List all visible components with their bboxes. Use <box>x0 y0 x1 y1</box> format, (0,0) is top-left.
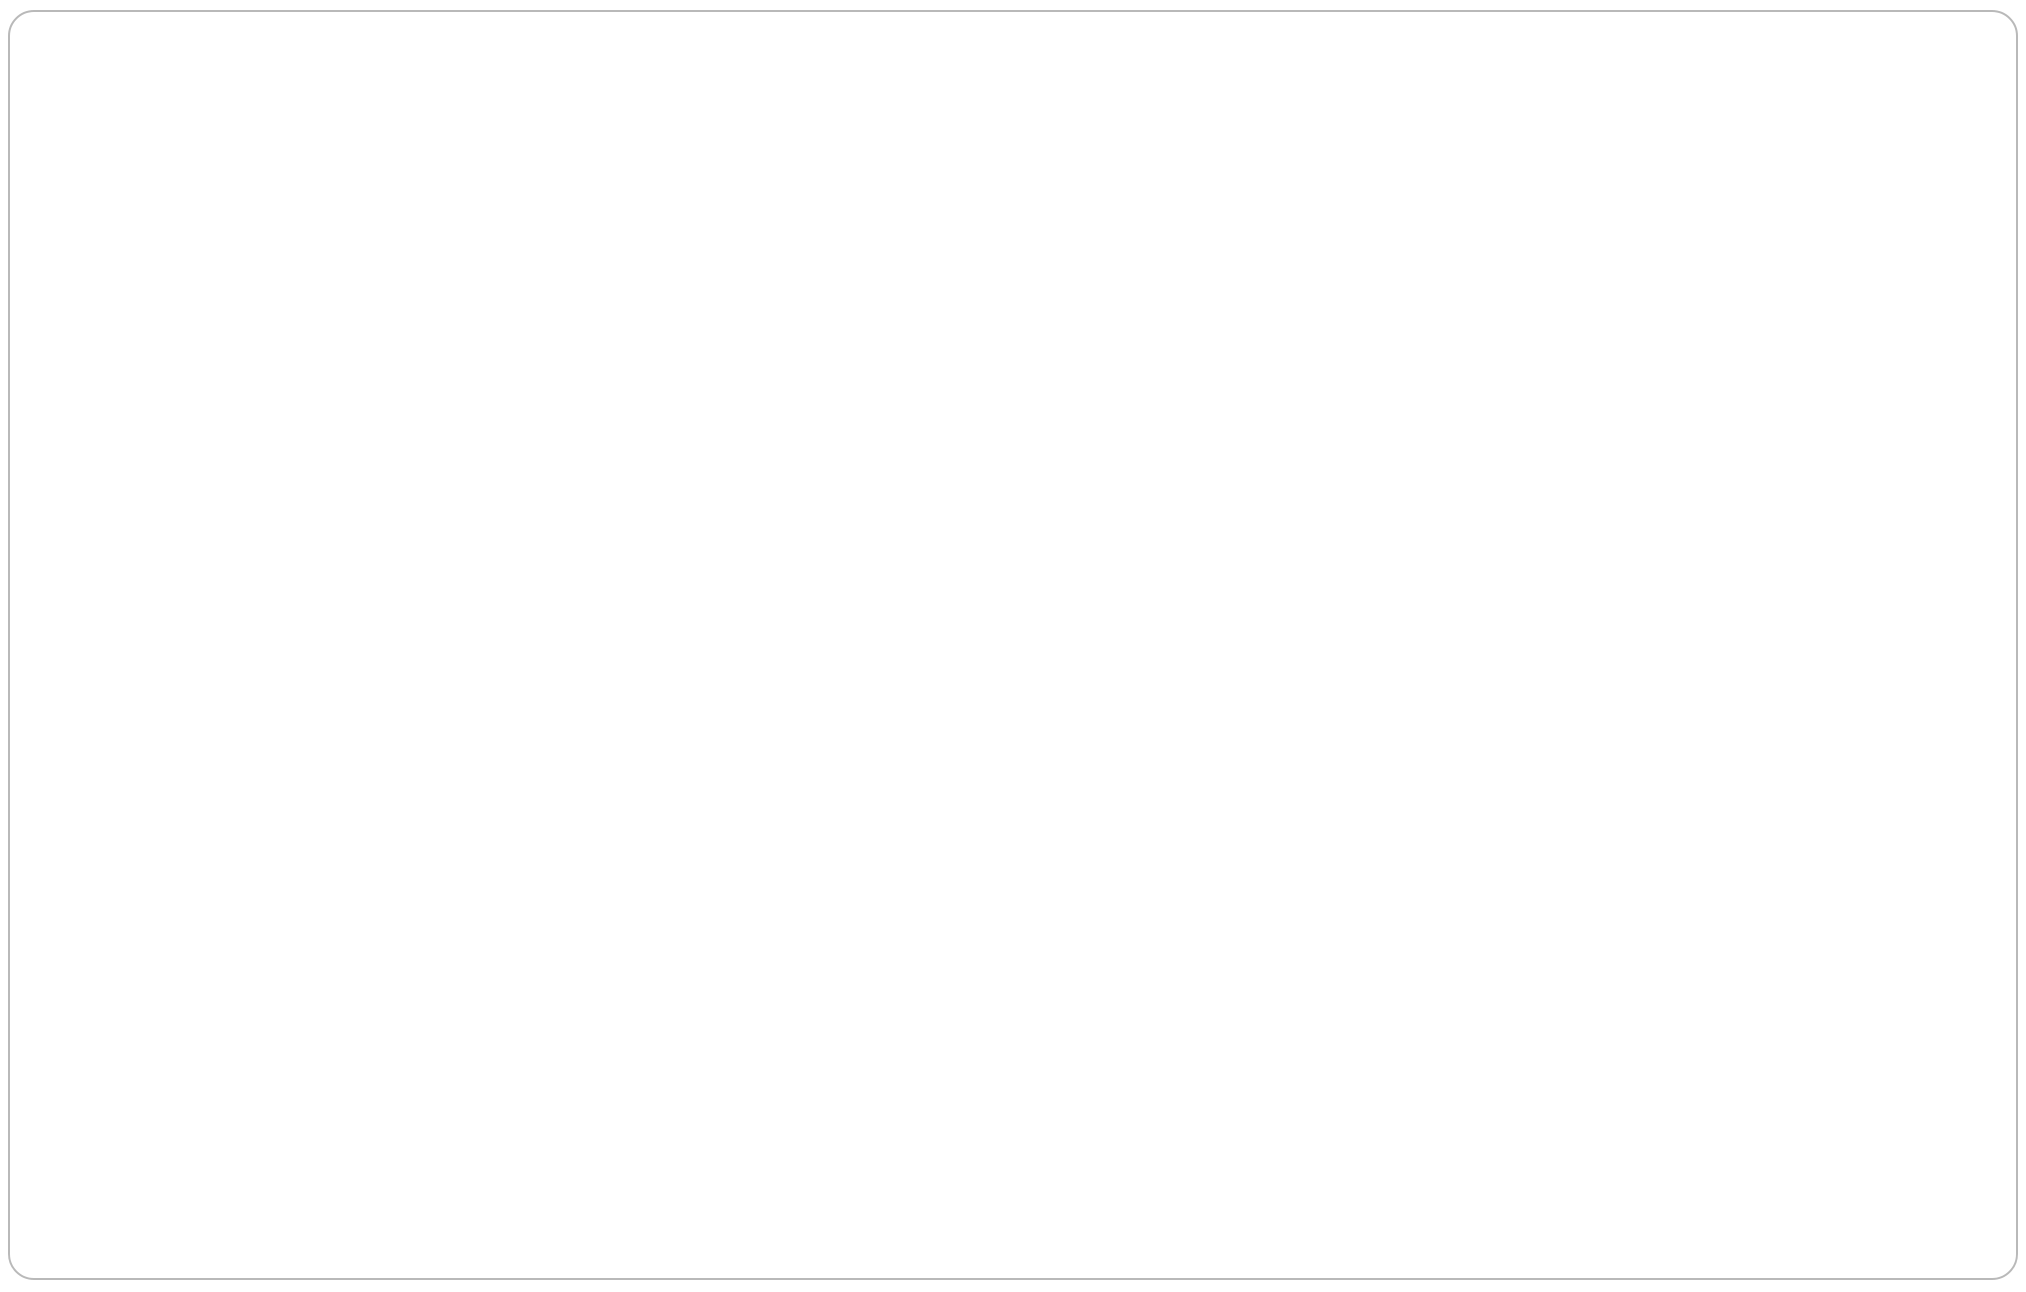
figure-border <box>8 10 2018 1280</box>
